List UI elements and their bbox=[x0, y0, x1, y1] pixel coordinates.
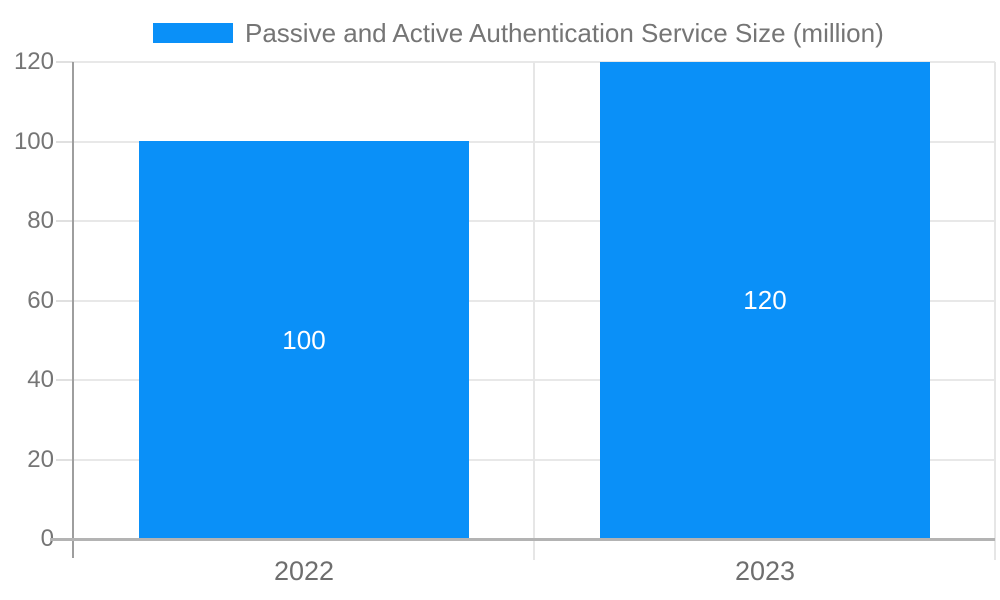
y-tick-label: 120 bbox=[13, 48, 54, 75]
y-tick-label: 40 bbox=[27, 366, 54, 393]
y-axis-tick bbox=[56, 220, 73, 222]
x-axis-line bbox=[50, 538, 995, 541]
y-tick-label: 60 bbox=[27, 286, 54, 314]
legend-swatch bbox=[153, 23, 233, 43]
bar: 100 bbox=[139, 141, 469, 539]
y-axis-tick bbox=[56, 458, 73, 461]
legend-label: Passive and Active Authentication Servic… bbox=[245, 18, 884, 48]
category-boundary-line bbox=[994, 62, 996, 560]
y-tick-label: 20 bbox=[27, 445, 54, 473]
y-axis-tick bbox=[56, 140, 73, 143]
y-tick-label: 0 bbox=[40, 525, 54, 552]
y-axis-tick bbox=[56, 61, 73, 63]
x-tick-label: 2023 bbox=[734, 556, 796, 586]
y-tick-label: 80 bbox=[27, 207, 54, 234]
y-axis-tick bbox=[56, 299, 73, 302]
category-boundary-line bbox=[533, 62, 535, 560]
y-axis-line bbox=[72, 62, 74, 558]
y-axis-tick bbox=[56, 379, 73, 381]
x-tick-label: 2022 bbox=[273, 556, 335, 586]
bar-value-label: 120 bbox=[743, 285, 787, 315]
plot-area: 100 120 bbox=[73, 61, 996, 560]
bar: 120 bbox=[600, 62, 930, 539]
y-tick-label: 100 bbox=[13, 127, 54, 155]
bar-value-label: 100 bbox=[282, 324, 326, 355]
